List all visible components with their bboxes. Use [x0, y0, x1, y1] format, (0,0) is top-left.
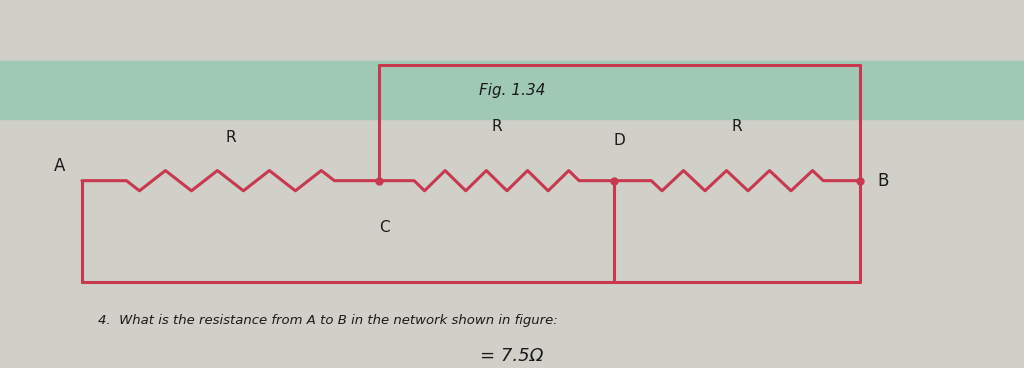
Text: Fig. 1.34: Fig. 1.34	[479, 83, 545, 98]
Text: B: B	[877, 171, 889, 190]
Text: = 7.5Ω: = 7.5Ω	[480, 347, 544, 365]
Text: D: D	[613, 134, 626, 148]
Text: C: C	[379, 220, 389, 235]
Text: R: R	[492, 119, 502, 134]
Text: R: R	[225, 130, 236, 145]
Text: 4.  What is the resistance from A to B in the network shown in figure:: 4. What is the resistance from A to B in…	[98, 314, 557, 328]
Text: R: R	[732, 119, 742, 134]
FancyBboxPatch shape	[0, 61, 1024, 119]
Text: A: A	[53, 157, 66, 175]
